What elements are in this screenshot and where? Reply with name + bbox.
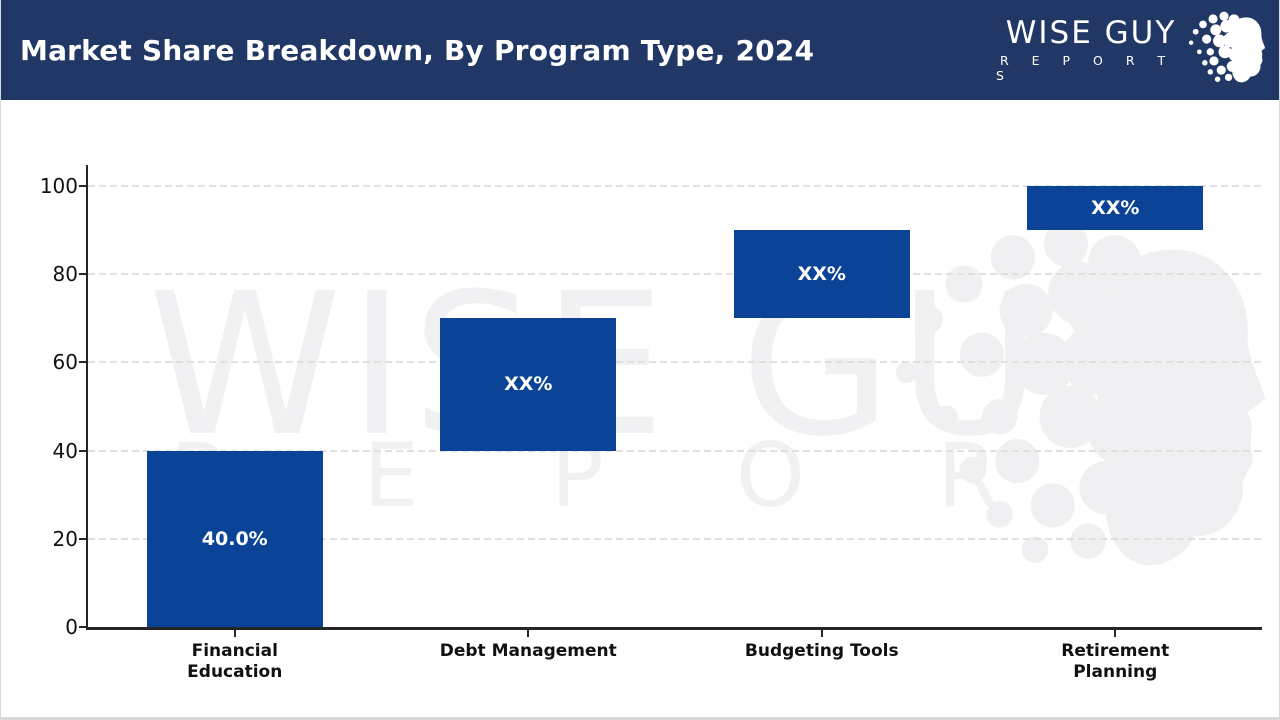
- y-tick-label: 0: [65, 615, 78, 639]
- bar-value-label: XX%: [797, 263, 846, 286]
- y-tick-mark: [79, 361, 88, 364]
- bar-value-label: 40.0%: [201, 527, 268, 550]
- x-category-label-line: Planning: [1073, 662, 1158, 683]
- bar-financial-education: 40.0%: [146, 450, 323, 627]
- wiseguy-face-watermark-icon: [895, 222, 1266, 566]
- x-category-label: Budgeting Tools: [675, 641, 969, 662]
- x-tick-mark: [820, 629, 823, 637]
- wiseguy-logo-name: WISE GUY: [1005, 15, 1177, 52]
- x-category-label-line: Financial: [191, 641, 278, 661]
- y-tick-label: 20: [52, 526, 78, 551]
- y-axis-line: [86, 165, 88, 630]
- y-gridline: [88, 361, 1262, 364]
- wiseguy-logo-text: WISE GUY R E P O R T S: [996, 17, 1186, 83]
- y-tick-label: 80: [52, 262, 78, 287]
- bar-retirement-planning: XX%: [1027, 186, 1204, 231]
- y-tick-mark: [79, 273, 88, 276]
- bar-budgeting-tools: XX%: [733, 230, 910, 319]
- header-bar: Market Share Breakdown, By Program Type,…: [0, 0, 1280, 100]
- y-gridline: [88, 449, 1262, 452]
- y-gridline: [88, 273, 1262, 276]
- y-tick-label: 60: [52, 350, 78, 375]
- x-category-label: Retirement Planning: [969, 641, 1263, 684]
- wiseguy-logo: WISE GUY R E P O R T S: [996, 6, 1266, 94]
- x-category-label-line: Education: [187, 662, 283, 683]
- x-tick-mark: [233, 629, 236, 637]
- bar-value-label: XX%: [1091, 197, 1140, 220]
- bar-debt-management: XX%: [440, 318, 617, 451]
- x-tick-mark: [1114, 629, 1117, 637]
- y-gridline: [88, 537, 1262, 540]
- bar-value-label: XX%: [504, 373, 553, 396]
- y-tick-label: 100: [39, 174, 78, 198]
- chart-title: Market Share Breakdown, By Program Type,…: [20, 33, 815, 67]
- y-tick-mark: [79, 185, 88, 187]
- y-tick-mark: [79, 626, 88, 628]
- x-axis-line: [86, 627, 1262, 630]
- y-tick-mark: [79, 449, 88, 452]
- x-category-label-line: Debt Management: [439, 641, 617, 661]
- x-tick-mark: [527, 629, 530, 637]
- x-category-label-line: Budgeting Tools: [744, 641, 899, 661]
- y-gridline: [88, 185, 1262, 187]
- y-tick-mark: [79, 537, 88, 540]
- x-category-label-line: Retirement: [1061, 641, 1170, 661]
- wiseguy-logo-subtitle: R E P O R T S: [996, 52, 1175, 83]
- x-category-label: Financial Education: [88, 641, 382, 684]
- x-category-label: Debt Management: [382, 641, 676, 662]
- y-tick-label: 40: [52, 438, 78, 463]
- wiseguy-face-icon: [1188, 11, 1266, 83]
